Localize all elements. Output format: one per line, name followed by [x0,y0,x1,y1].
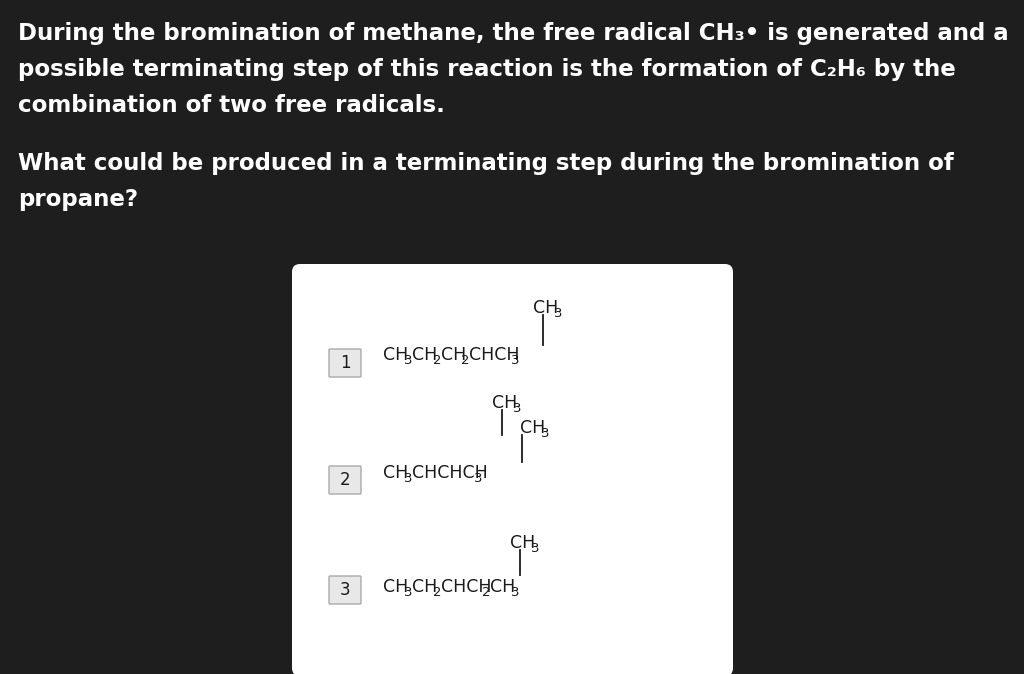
Text: combination of two free radicals.: combination of two free radicals. [18,94,444,117]
Text: 3: 3 [474,472,482,485]
Text: What could be produced in a terminating step during the bromination of: What could be produced in a terminating … [18,152,953,175]
Text: CH: CH [383,578,409,596]
Text: CH: CH [492,394,517,412]
Text: CHCH: CHCH [440,578,490,596]
FancyBboxPatch shape [329,466,361,494]
Text: CH: CH [412,346,437,364]
Text: CH: CH [383,464,409,482]
Text: CH: CH [520,419,545,437]
Text: 3: 3 [554,307,562,320]
FancyBboxPatch shape [292,264,733,674]
Text: 3: 3 [403,472,413,485]
Text: 2: 2 [432,586,441,599]
Text: 3: 3 [541,427,549,440]
Text: CH: CH [440,346,466,364]
Text: CH: CH [412,578,437,596]
Text: 3: 3 [403,586,413,599]
FancyBboxPatch shape [329,576,361,604]
Text: 1: 1 [340,354,350,372]
Text: 3: 3 [511,586,519,599]
Text: CH: CH [510,534,536,552]
Text: 2: 2 [462,354,470,367]
Text: propane?: propane? [18,188,138,211]
Text: CHCH: CHCH [469,346,520,364]
Text: 3: 3 [340,581,350,599]
Text: CH: CH [383,346,409,364]
Text: 2: 2 [482,586,490,599]
Text: During the bromination of methane, the free radical CH₃• is generated and a: During the bromination of methane, the f… [18,22,1009,45]
FancyBboxPatch shape [329,349,361,377]
Text: CH: CH [490,578,515,596]
Text: CH: CH [534,299,558,317]
Text: possible terminating step of this reaction is the formation of C₂H₆ by the: possible terminating step of this reacti… [18,58,955,81]
Text: 3: 3 [403,354,413,367]
Text: 3: 3 [511,354,519,367]
Text: 3: 3 [530,542,540,555]
Text: 2: 2 [432,354,441,367]
Text: 2: 2 [340,471,350,489]
Text: CHCHCH: CHCHCH [412,464,487,482]
Text: 3: 3 [513,402,521,415]
